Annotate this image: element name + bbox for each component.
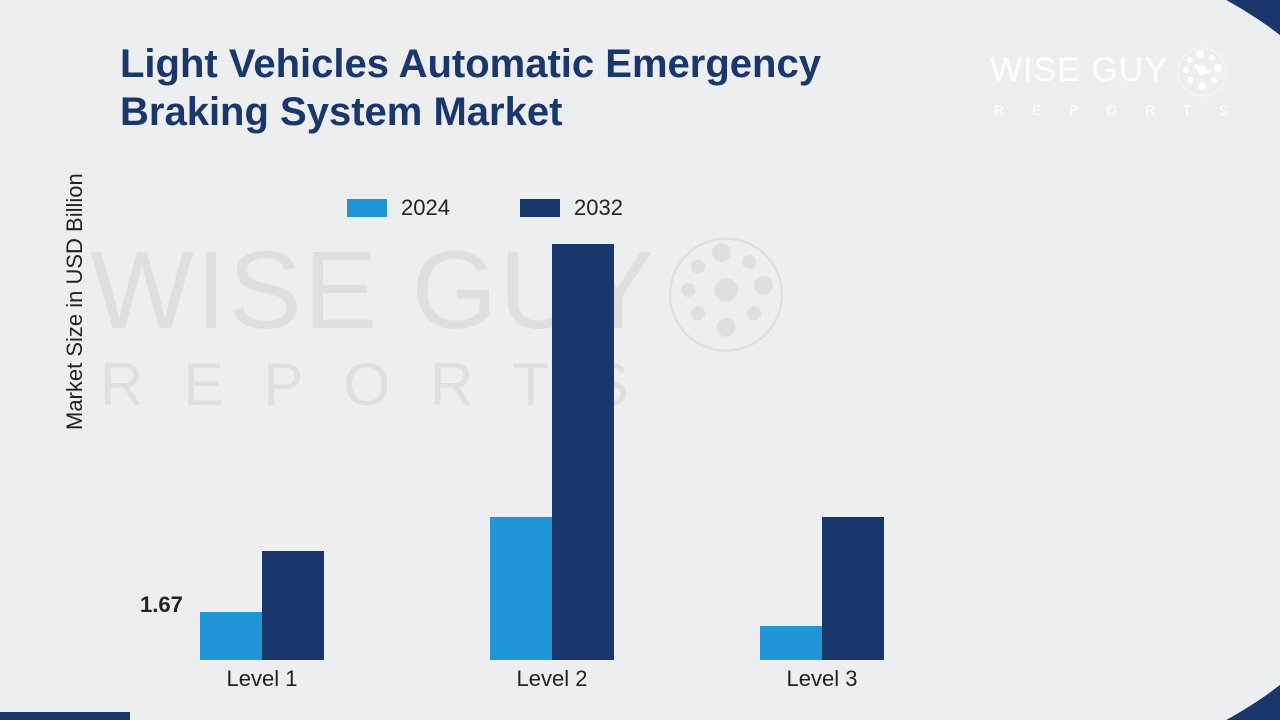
- bar-value-label: 1.67: [140, 592, 183, 618]
- bar-2032: [822, 517, 884, 660]
- bar-chart: Level 1Level 2Level 31.67: [100, 230, 940, 660]
- legend-swatch-2024: [347, 199, 387, 217]
- bar-2032: [262, 551, 324, 660]
- x-axis-label: Level 1: [200, 666, 324, 692]
- legend-item-2024: 2024: [347, 195, 450, 221]
- brand-logo: WISE GUY R E P O R T S: [990, 40, 1250, 118]
- logo-head-icon: [1172, 40, 1232, 100]
- legend-label-2024: 2024: [401, 195, 450, 221]
- y-axis-label: Market Size in USD Billion: [62, 173, 88, 430]
- legend-swatch-2032: [520, 199, 560, 217]
- decorative-bottom-bar: [0, 712, 130, 720]
- bar-2024: [490, 517, 552, 660]
- chart-title: Light Vehicles Automatic Emergency Braki…: [120, 40, 900, 136]
- x-axis-label: Level 3: [760, 666, 884, 692]
- bar-2024: [760, 626, 822, 660]
- logo-wordmark: WISE GUY: [990, 40, 1250, 100]
- legend: 2024 2032: [0, 195, 970, 221]
- logo-text-bottom: R E P O R T S: [990, 102, 1250, 118]
- legend-label-2032: 2032: [574, 195, 623, 221]
- bar-2032: [552, 244, 614, 660]
- logo-text-top: WISE GUY: [990, 51, 1168, 90]
- x-axis-label: Level 2: [490, 666, 614, 692]
- bar-2024: [200, 612, 262, 660]
- chart-canvas: WISE GUY R E P O R T S: [0, 0, 1280, 720]
- legend-item-2032: 2032: [520, 195, 623, 221]
